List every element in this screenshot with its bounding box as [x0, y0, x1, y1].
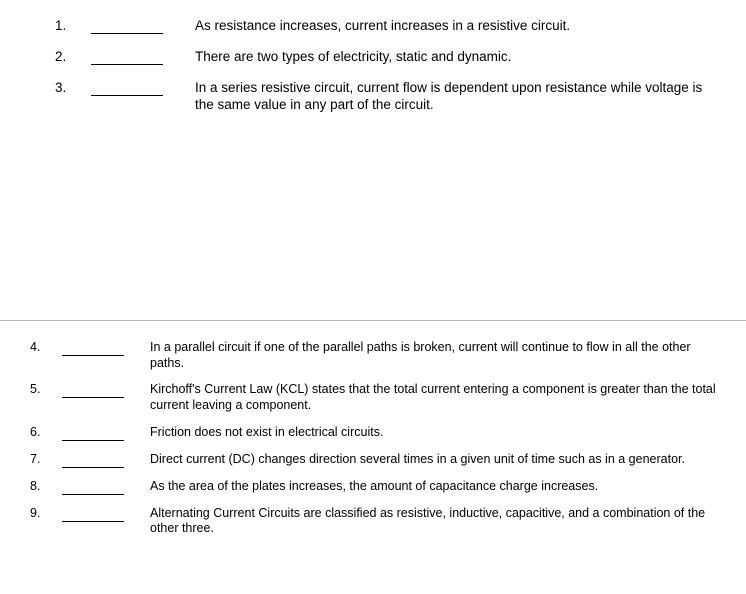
question-number: 7.	[30, 452, 58, 468]
answer-blank[interactable]	[62, 385, 124, 398]
question-section-bottom-wrap: 4. In a parallel circuit if one of the p…	[0, 330, 746, 548]
question-text: As resistance increases, current increas…	[195, 18, 726, 35]
question-number: 1.	[55, 18, 85, 35]
question-text: Friction does not exist in electrical ci…	[150, 425, 726, 441]
answer-blank[interactable]	[91, 83, 163, 96]
question-number: 9.	[30, 506, 58, 522]
question-text: In a series resistive circuit, current f…	[195, 80, 726, 114]
question-row: 9. Alternating Current Circuits are clas…	[30, 506, 726, 537]
question-row: 5. Kirchoff's Current Law (KCL) states t…	[30, 382, 726, 413]
question-section-bottom: 4. In a parallel circuit if one of the p…	[0, 330, 746, 537]
question-row: 6. Friction does not exist in electrical…	[30, 425, 726, 441]
question-text: There are two types of electricity, stat…	[195, 49, 726, 66]
question-row: 7. Direct current (DC) changes direction…	[30, 452, 726, 468]
section-divider	[0, 320, 746, 321]
question-number: 3.	[55, 80, 85, 97]
question-text: Alternating Current Circuits are classif…	[150, 506, 726, 537]
question-row: 2. There are two types of electricity, s…	[55, 49, 726, 66]
answer-blank[interactable]	[62, 343, 124, 356]
question-number: 8.	[30, 479, 58, 495]
question-text: Direct current (DC) changes direction se…	[150, 452, 726, 468]
answer-blank[interactable]	[91, 52, 163, 65]
answer-blank[interactable]	[62, 455, 124, 468]
question-row: 8. As the area of the plates increases, …	[30, 479, 726, 495]
answer-blank[interactable]	[62, 428, 124, 441]
worksheet-page: 1. As resistance increases, current incr…	[0, 0, 746, 594]
question-number: 4.	[30, 340, 58, 356]
question-number: 2.	[55, 49, 85, 66]
question-text: In a parallel circuit if one of the para…	[150, 340, 726, 371]
answer-blank[interactable]	[62, 509, 124, 522]
question-text: As the area of the plates increases, the…	[150, 479, 726, 495]
question-row: 4. In a parallel circuit if one of the p…	[30, 340, 726, 371]
question-row: 3. In a series resistive circuit, curren…	[55, 80, 726, 114]
question-number: 5.	[30, 382, 58, 398]
question-number: 6.	[30, 425, 58, 441]
question-row: 1. As resistance increases, current incr…	[55, 18, 726, 35]
answer-blank[interactable]	[91, 21, 163, 34]
answer-blank[interactable]	[62, 482, 124, 495]
question-text: Kirchoff's Current Law (KCL) states that…	[150, 382, 726, 413]
question-section-top: 1. As resistance increases, current incr…	[0, 0, 746, 114]
